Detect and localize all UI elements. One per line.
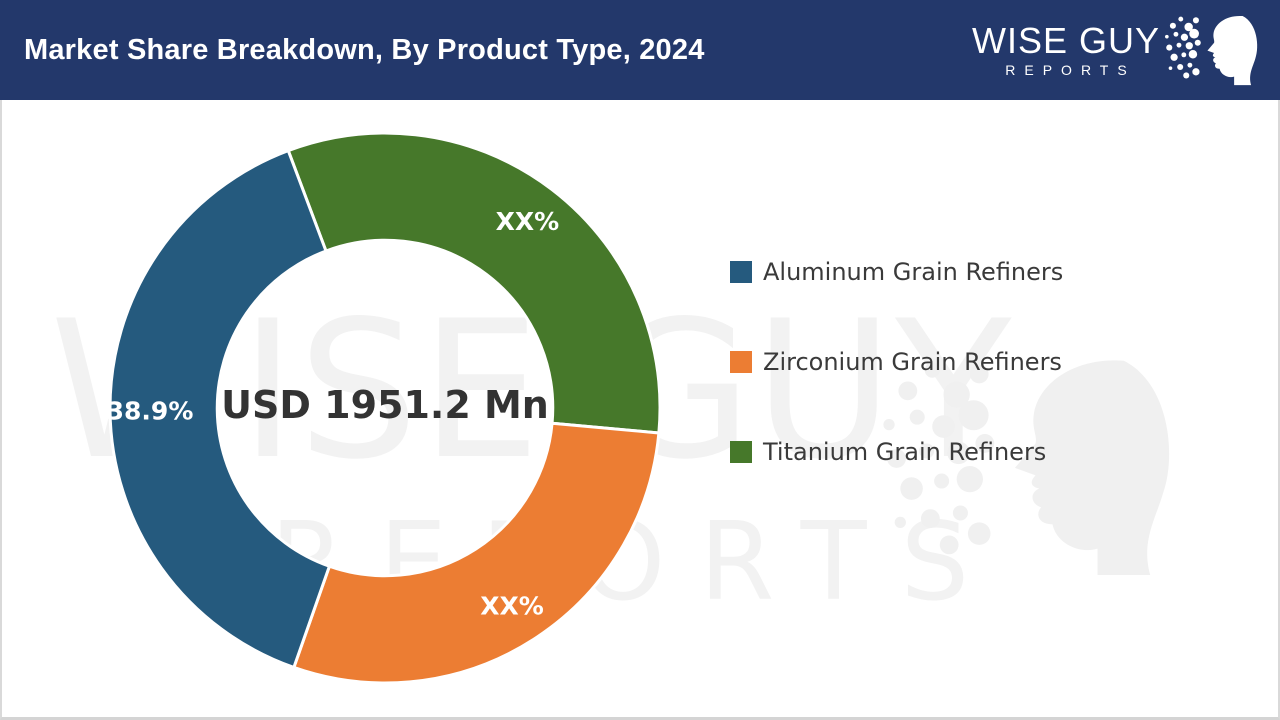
donut-slice-1 [292, 421, 661, 685]
slice-data-label: XX% [480, 592, 544, 621]
legend-item-zirconium: Zirconium Grain Refiners [730, 348, 1063, 376]
donut-chart: XX% XX% 38.9% [107, 131, 662, 685]
header-bar: Market Share Breakdown, By Product Type,… [0, 0, 1280, 100]
brand-logo-text: WISE GUY REPORTS [971, 20, 1160, 79]
legend-item-aluminum: Aluminum Grain Refiners [730, 258, 1063, 286]
legend-label: Aluminum Grain Refiners [763, 258, 1064, 286]
brand-subname: REPORTS [1005, 62, 1136, 78]
face-of-dots-icon [1165, 15, 1258, 86]
legend-label: Zirconium Grain Refiners [763, 348, 1062, 376]
legend-swatch-green [730, 441, 752, 463]
legend-item-titanium: Titanium Grain Refiners [730, 438, 1063, 466]
legend-swatch-blue [730, 261, 752, 283]
legend-label: Titanium Grain Refiners [763, 438, 1047, 466]
slice-data-label: XX% [496, 207, 560, 236]
legend-swatch-orange [730, 351, 752, 373]
chart-center-value: USD 1951.2 Mn [221, 383, 549, 427]
chart-legend: Aluminum Grain Refiners Zirconium Grain … [730, 258, 1063, 528]
donut-slice-0 [286, 131, 662, 435]
brand-name: WISE GUY [971, 20, 1160, 61]
brand-logo: WISE GUY REPORTS [972, 11, 1262, 89]
donut-slice-2 [108, 149, 331, 669]
page-title: Market Share Breakdown, By Product Type,… [24, 33, 705, 66]
slice-data-label: 38.9% [107, 397, 194, 426]
chart-panel: WISE GUY REPORTS XX% XX% 38.9% USD 1951.2 … [0, 100, 1280, 720]
